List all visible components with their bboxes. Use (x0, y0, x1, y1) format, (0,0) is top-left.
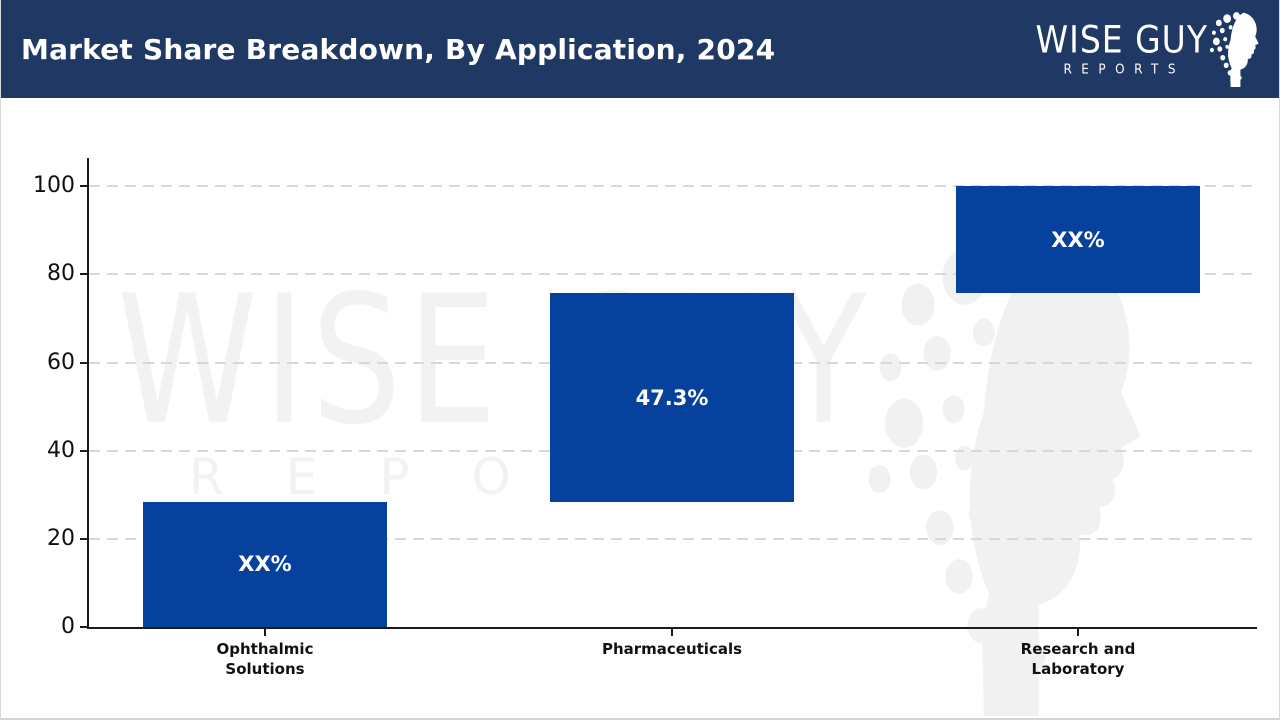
bar-segment (550, 293, 794, 502)
x-tick-mark (671, 629, 673, 636)
wiseguy-head-icon (1209, 12, 1259, 87)
bar-value-label: XX% (1051, 227, 1105, 252)
x-tick-label: Pharmaceuticals (601, 640, 743, 658)
y-tick-mark (80, 185, 89, 188)
logo-wordmark: WISE GUY (1035, 17, 1208, 62)
x-axis (87, 627, 1257, 629)
y-tick-mark (80, 361, 89, 364)
bar-segment (956, 186, 1200, 294)
gridline (89, 537, 1257, 540)
y-tick-mark (80, 449, 89, 452)
x-tick-mark (264, 629, 266, 636)
y-tick-label: 80 (47, 261, 75, 287)
y-tick-mark (80, 273, 89, 276)
wiseguy-logo: WISE GUY REPORTS (1035, 11, 1263, 87)
bar-value-label: 47.3% (635, 385, 709, 410)
y-tick-label: 40 (47, 437, 75, 463)
header-banner: Market Share Breakdown, By Application, … (1, 0, 1279, 98)
x-tick-label: Ophthalmic Solutions (216, 640, 314, 678)
y-tick-label: 20 (47, 525, 75, 551)
x-tick-mark (1077, 629, 1079, 636)
gridline (89, 185, 1257, 188)
logo-text-block: WISE GUY REPORTS (1035, 21, 1208, 77)
y-axis (87, 158, 89, 629)
bar-value-label: XX% (238, 552, 292, 577)
bottom-border (1, 718, 1279, 720)
y-tick-mark (80, 626, 89, 628)
y-tick-label: 60 (47, 349, 75, 375)
chart-title: Market Share Breakdown, By Application, … (21, 32, 776, 66)
bar-segment (143, 501, 387, 627)
x-tick-label: Research and Laboratory (1020, 640, 1136, 678)
logo-subtext: REPORTS (1063, 61, 1185, 77)
y-tick-label: 0 (61, 614, 75, 639)
gridline (89, 273, 1257, 276)
y-tick-mark (80, 537, 89, 540)
y-tick-label: 100 (33, 173, 75, 199)
